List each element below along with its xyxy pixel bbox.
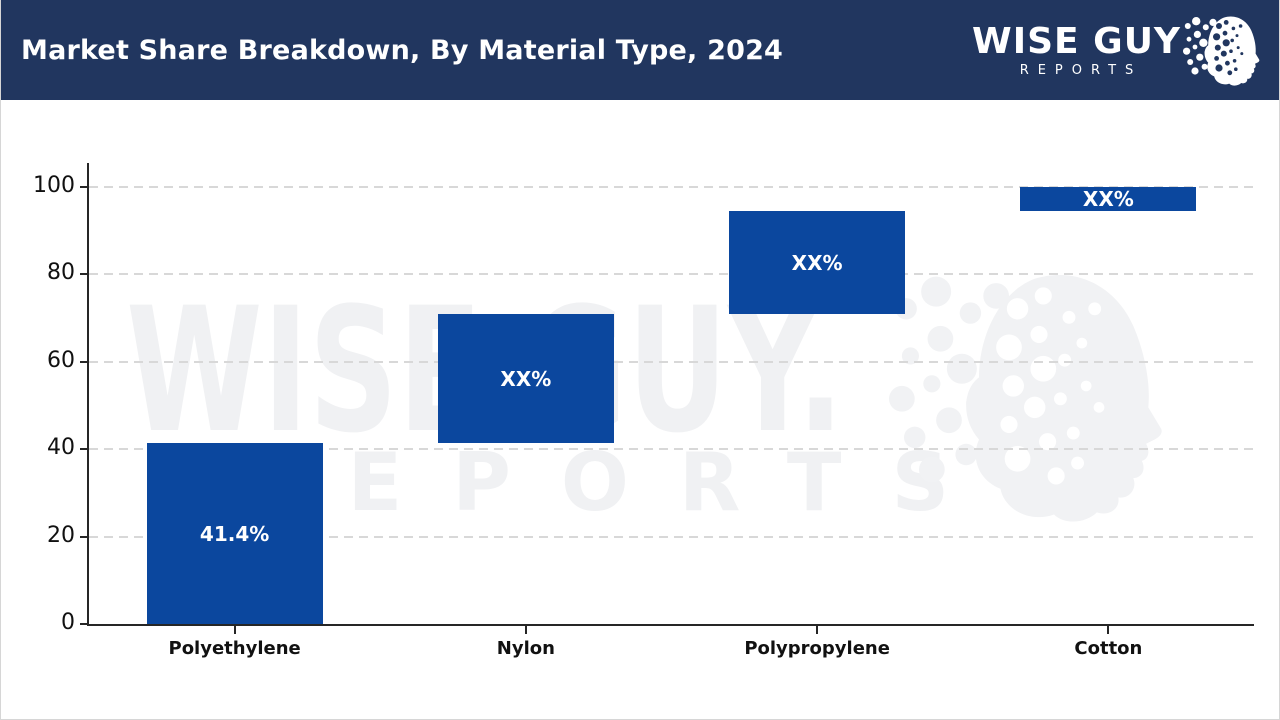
category-label-nylon: Nylon <box>496 638 555 659</box>
page-title: Market Share Breakdown, By Material Type… <box>21 34 784 66</box>
header: Market Share Breakdown, By Material Type… <box>1 0 1279 100</box>
x-tick-polyethylene <box>233 626 236 634</box>
bar-cotton: XX% <box>1020 187 1197 212</box>
x-tick-nylon <box>524 626 527 634</box>
bar-value-label: XX% <box>1082 187 1134 212</box>
gridline-100 <box>89 186 1254 189</box>
bar-value-label: 41.4% <box>199 521 270 546</box>
y-tick-label-40: 40 <box>47 435 75 461</box>
brand-logo: WISE GUY REPORTS <box>972 8 1267 92</box>
brand-logo-text: WISE GUY REPORTS <box>971 20 1181 78</box>
bar-polyethylene: 41.4% <box>146 443 323 624</box>
y-tick-label-60: 60 <box>47 347 75 373</box>
bar-polypropylene: XX% <box>729 211 906 315</box>
gridline-40 <box>89 448 1254 451</box>
category-label-cotton: Cotton <box>1074 638 1143 659</box>
bar-value-label: XX% <box>500 366 552 391</box>
category-label-polypropylene: Polypropylene <box>744 638 890 659</box>
gridline-60 <box>89 360 1254 363</box>
brand-subname: REPORTS <box>1019 62 1143 78</box>
watermark-subtext: REPORTS <box>236 436 1000 529</box>
brand-name: WISE GUY <box>971 20 1181 62</box>
y-tick-80 <box>80 273 89 276</box>
y-axis <box>87 163 89 626</box>
y-tick-60 <box>80 360 89 363</box>
y-tick-100 <box>80 186 89 189</box>
y-tick-label-0: 0 <box>61 610 75 635</box>
bar-value-label: XX% <box>791 250 843 275</box>
x-tick-polypropylene <box>816 626 819 634</box>
y-tick-40 <box>80 448 89 451</box>
gridline-80 <box>89 273 1254 276</box>
x-tick-cotton <box>1107 626 1110 634</box>
y-tick-0 <box>80 623 89 625</box>
y-tick-20 <box>80 535 89 538</box>
category-label-polyethylene: Polyethylene <box>168 638 301 659</box>
x-axis <box>87 624 1254 626</box>
y-tick-label-100: 100 <box>33 173 75 199</box>
y-tick-label-80: 80 <box>47 260 75 286</box>
bar-nylon: XX% <box>437 314 614 444</box>
gridline-20 <box>89 535 1254 538</box>
y-tick-label-20: 20 <box>47 522 75 548</box>
